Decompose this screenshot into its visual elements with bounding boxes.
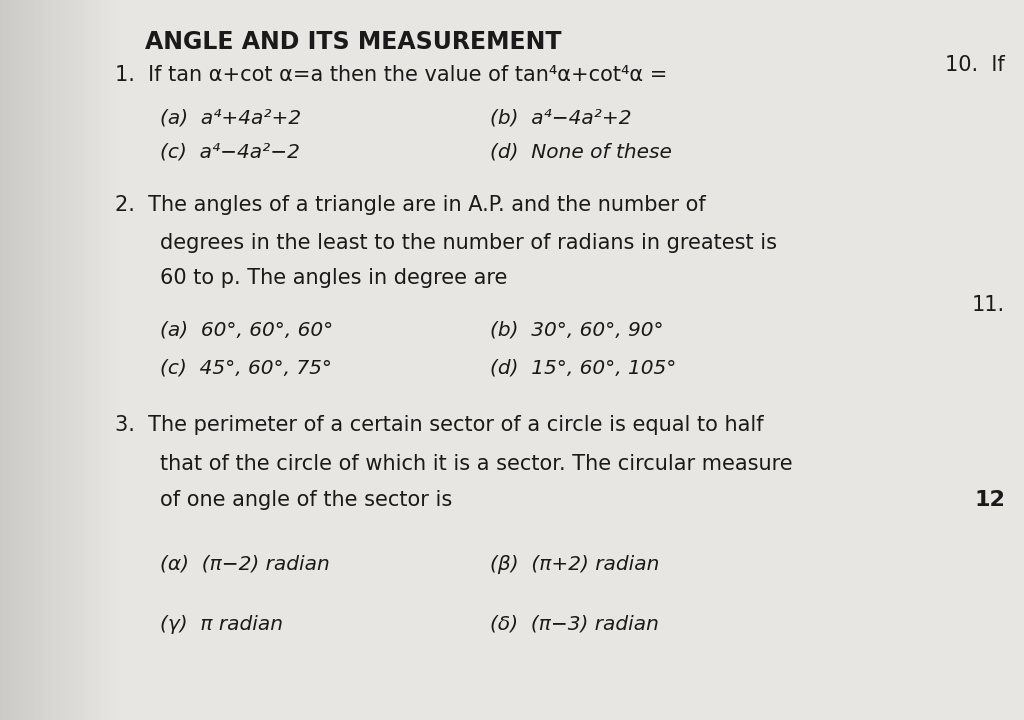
Text: (d)  None of these: (d) None of these xyxy=(490,142,672,161)
Text: 2.  The angles of a triangle are in A.P. and the number of: 2. The angles of a triangle are in A.P. … xyxy=(115,195,706,215)
Text: 3.  The perimeter of a certain sector of a circle is equal to half: 3. The perimeter of a certain sector of … xyxy=(115,415,764,435)
Text: (a)  60°, 60°, 60°: (a) 60°, 60°, 60° xyxy=(160,320,333,339)
Text: (γ)  π radian: (γ) π radian xyxy=(160,615,283,634)
Text: (c)  a⁴−4a²−2: (c) a⁴−4a²−2 xyxy=(160,142,300,161)
Text: (b)  30°, 60°, 90°: (b) 30°, 60°, 90° xyxy=(490,320,664,339)
Text: that of the circle of which it is a sector. The circular measure: that of the circle of which it is a sect… xyxy=(160,454,793,474)
Text: 12: 12 xyxy=(974,490,1005,510)
Text: 1.  If tan α+cot α=a then the value of tan⁴α+cot⁴α =: 1. If tan α+cot α=a then the value of ta… xyxy=(115,65,668,85)
Text: (β)  (π+2) radian: (β) (π+2) radian xyxy=(490,555,659,574)
Text: of one angle of the sector is: of one angle of the sector is xyxy=(160,490,453,510)
Text: 10.  If: 10. If xyxy=(945,55,1005,75)
Text: ANGLE AND ITS MEASUREMENT: ANGLE AND ITS MEASUREMENT xyxy=(145,30,561,54)
Text: (c)  45°, 60°, 75°: (c) 45°, 60°, 75° xyxy=(160,358,332,377)
Text: (α)  (π−2) radian: (α) (π−2) radian xyxy=(160,555,330,574)
Text: 11.: 11. xyxy=(972,295,1005,315)
Text: (d)  15°, 60°, 105°: (d) 15°, 60°, 105° xyxy=(490,358,677,377)
Text: (δ)  (π−3) radian: (δ) (π−3) radian xyxy=(490,615,658,634)
Text: (a)  a⁴+4a²+2: (a) a⁴+4a²+2 xyxy=(160,108,301,127)
Text: 60 to p. The angles in degree are: 60 to p. The angles in degree are xyxy=(160,268,507,288)
Text: (b)  a⁴−4a²+2: (b) a⁴−4a²+2 xyxy=(490,108,632,127)
Text: degrees in the least to the number of radians in greatest is: degrees in the least to the number of ra… xyxy=(160,233,777,253)
